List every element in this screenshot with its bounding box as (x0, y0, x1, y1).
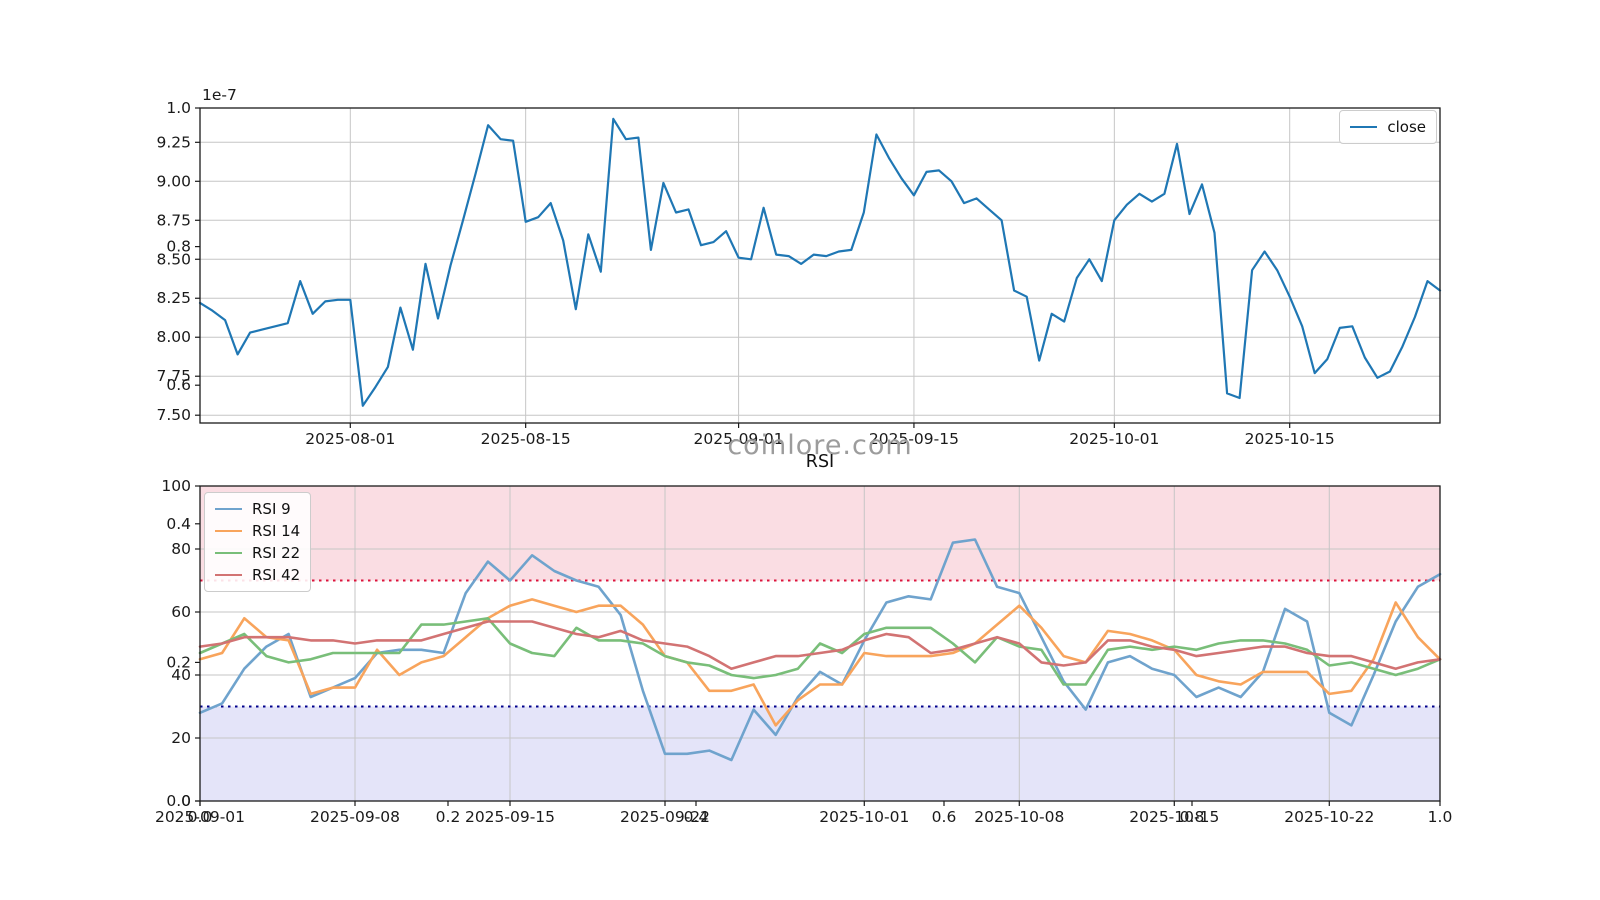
legend-label: RSI 14 (252, 522, 301, 540)
rsi-chart-title: RSI (805, 452, 835, 472)
price-legend: close (1339, 110, 1437, 144)
rsi-x-tick-label: 2025-09-15 (465, 808, 555, 826)
price-x-tick-label: 2025-08-01 (305, 430, 395, 448)
rsi-y-tick-label: 80 (171, 540, 191, 558)
rsi-9-line (198, 538, 1442, 762)
rsi-y-tick-label: 40 (171, 666, 191, 684)
price-y-tick-label: 8.75 (156, 211, 191, 229)
y-axis-offset-label: 1e-7 (202, 86, 237, 104)
overbought-band (200, 486, 1440, 581)
price-x-tick-label: 2025-08-15 (481, 430, 571, 448)
price-x-tick-label: 2025-10-15 (1245, 430, 1335, 448)
rsi-x-tick-label: 2025-09-08 (310, 808, 400, 826)
legend-item: close (1350, 116, 1426, 138)
overlay-y-tick-label: 0.8 (166, 238, 191, 256)
rsi-legend: RSI 9 RSI 14 RSI 22 RSI 42 (204, 492, 312, 592)
overlay-x-tick-label: 0.8 (1180, 808, 1205, 826)
legend-line-sample (215, 530, 242, 532)
overlay-x-tick-label: 0.4 (684, 808, 709, 826)
overlay-x-tick-label: 1.0 (1428, 808, 1453, 826)
oversold-band (200, 706, 1440, 801)
legend-line-sample (215, 508, 242, 510)
price-y-tick-label: 7.50 (156, 406, 191, 424)
legend-label: RSI 9 (252, 500, 291, 518)
rsi-y-tick-label: 100 (161, 477, 191, 495)
price-chart (195, 107, 1442, 428)
rsi-y-tick-label: 60 (171, 603, 191, 621)
legend-label: RSI 22 (252, 544, 301, 562)
legend-line-sample (215, 552, 242, 554)
rsi-y-tick-label: 0 (181, 792, 191, 810)
legend-label: RSI 42 (252, 566, 301, 584)
price-y-tick-label: 8.00 (156, 328, 191, 346)
price-y-tick-label: 7.75 (156, 367, 191, 385)
rsi-x-tick-label: 2025-10-22 (1284, 808, 1374, 826)
price-y-tick-label: 9.00 (156, 172, 191, 190)
overlay-y-tick-label: 0.4 (166, 515, 191, 533)
rsi-x-tick-label: 2025-10-08 (974, 808, 1064, 826)
rsi-chart (195, 485, 1442, 806)
legend-item: RSI 22 (215, 542, 300, 564)
legend-line-sample (1350, 126, 1378, 128)
price-y-tick-label: 8.25 (156, 289, 191, 307)
overlay-y-tick-label: 0.2 (166, 653, 191, 671)
legend-item: RSI 9 (215, 498, 300, 520)
overlay-x-tick-label: 0.2 (436, 808, 461, 826)
rsi-14-line (198, 598, 1442, 727)
price-axes-border (199, 107, 1441, 424)
rsi-x-tick-label: 2025-09-22 (620, 808, 710, 826)
rsi-x-tick-label: 2025-10-01 (819, 808, 909, 826)
overlay-y-tick-label: 0.0 (166, 792, 191, 810)
legend-line-sample (215, 574, 242, 576)
price-x-tick-label: 2025-09-01 (694, 430, 784, 448)
rsi-22-line (198, 616, 1442, 686)
overlay-x-tick-label: 0.0 (188, 808, 213, 826)
close-line (198, 117, 1442, 407)
price-grid (200, 108, 1440, 423)
rsi-axes-border (199, 485, 1441, 802)
price-y-tick-label: 9.25 (156, 133, 191, 151)
overlay-x-tick-label: 0.6 (932, 808, 957, 826)
overlay-y-tick-label: 1.0 (166, 99, 191, 117)
legend-item: RSI 42 (215, 564, 300, 586)
legend-item: RSI 14 (215, 520, 300, 542)
rsi-42-line (198, 620, 1442, 671)
rsi-y-tick-label: 20 (171, 729, 191, 747)
overlay-y-tick-label: 0.6 (166, 376, 191, 394)
rsi-x-tick-label: 2025-10-15 (1129, 808, 1219, 826)
price-x-tick-label: 2025-10-01 (1069, 430, 1159, 448)
rsi-x-tick-label: 2025-09-01 (155, 808, 245, 826)
overlay-axis (195, 107, 1441, 806)
price-y-tick-label: 8.50 (156, 250, 191, 268)
legend-label: close (1387, 118, 1426, 136)
price-x-tick-label: 2025-09-15 (869, 430, 959, 448)
